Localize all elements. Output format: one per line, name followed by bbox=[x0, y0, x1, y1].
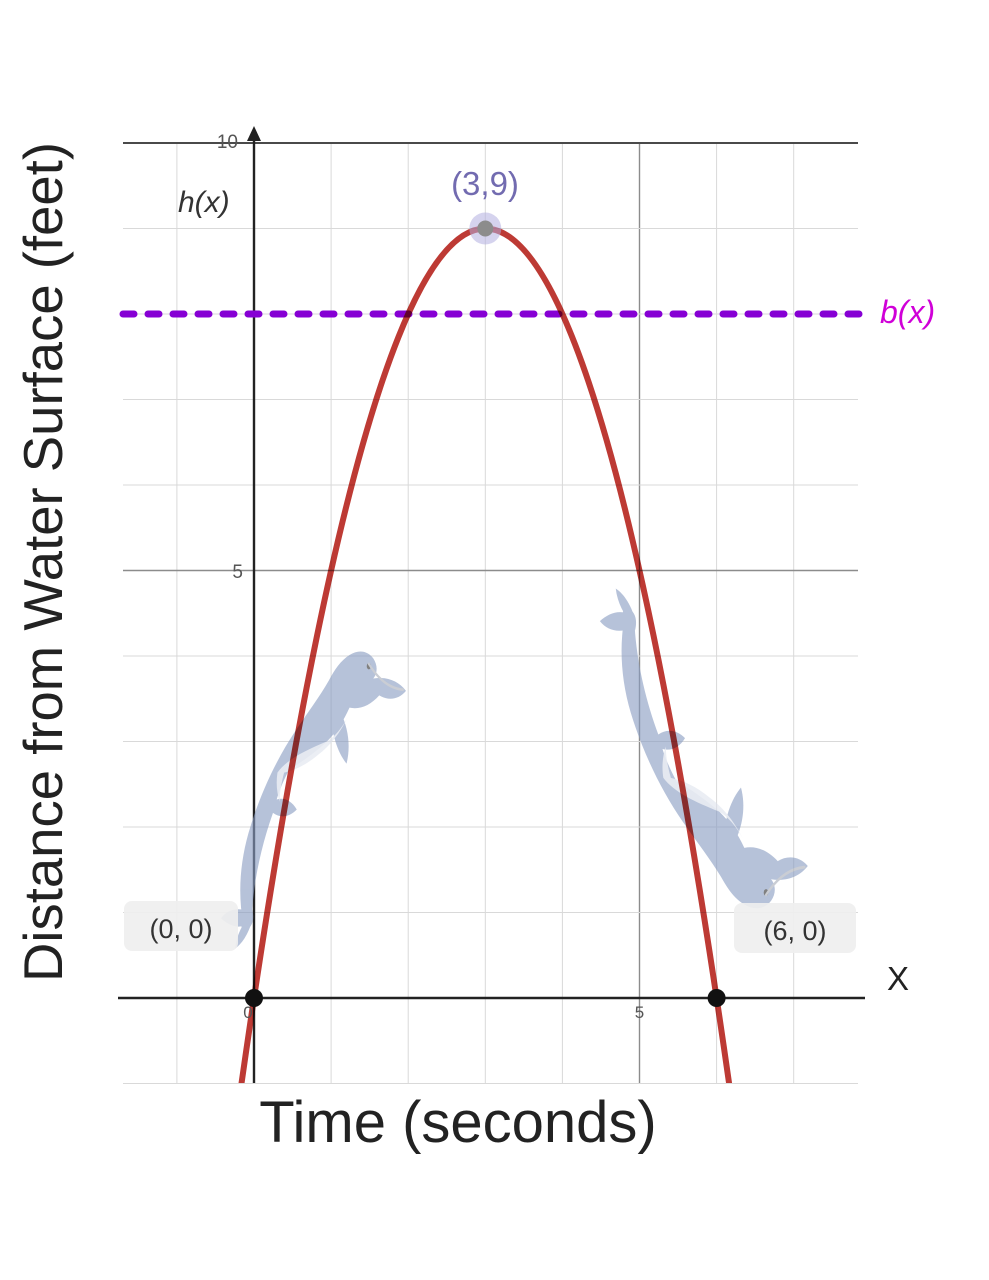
svg-text:(3,9): (3,9) bbox=[451, 165, 519, 202]
svg-text:(6, 0): (6, 0) bbox=[763, 916, 826, 946]
svg-text:5: 5 bbox=[635, 1003, 644, 1022]
svg-text:Distance from Water Surface (f: Distance from Water Surface (feet) bbox=[13, 142, 74, 982]
svg-text:(0, 0): (0, 0) bbox=[149, 914, 212, 944]
svg-text:10: 10 bbox=[217, 132, 238, 153]
svg-text:Time (seconds): Time (seconds) bbox=[259, 1090, 657, 1155]
svg-text:h(x): h(x) bbox=[178, 186, 230, 219]
svg-text:0: 0 bbox=[243, 1003, 252, 1022]
svg-text:X: X bbox=[887, 960, 909, 997]
svg-text:b(x): b(x) bbox=[880, 294, 935, 330]
svg-text:5: 5 bbox=[232, 562, 243, 583]
